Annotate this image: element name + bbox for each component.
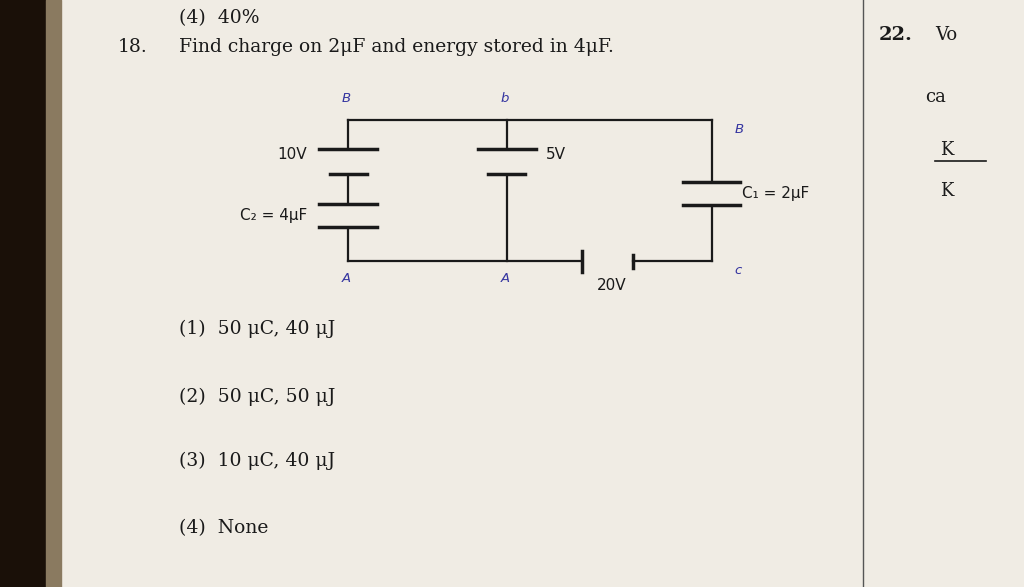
- Text: (3)  10 μC, 40 μJ: (3) 10 μC, 40 μJ: [179, 452, 335, 470]
- Text: 22.: 22.: [879, 26, 912, 45]
- Text: 10V: 10V: [278, 147, 307, 162]
- Text: K: K: [940, 141, 953, 159]
- Text: Vo: Vo: [935, 26, 957, 45]
- Text: 18.: 18.: [118, 38, 147, 56]
- Text: B: B: [734, 123, 743, 136]
- Text: B: B: [342, 92, 350, 105]
- Text: c: c: [734, 264, 741, 277]
- Text: A: A: [501, 272, 509, 285]
- Text: (4)  None: (4) None: [179, 519, 268, 538]
- Text: Find charge on 2μF and energy stored in 4μF.: Find charge on 2μF and energy stored in …: [179, 38, 614, 56]
- Text: C₂ = 4μF: C₂ = 4μF: [240, 208, 307, 223]
- Bar: [61, 0, 863, 587]
- Text: C₁ = 2μF: C₁ = 2μF: [742, 186, 810, 201]
- Text: (1)  50 μC, 40 μJ: (1) 50 μC, 40 μJ: [179, 320, 336, 338]
- Text: A: A: [342, 272, 350, 285]
- Text: (4)  40%: (4) 40%: [179, 9, 260, 27]
- Text: b: b: [501, 92, 509, 105]
- Bar: [863, 0, 1024, 587]
- Text: 5V: 5V: [546, 147, 566, 162]
- Text: (2)  50 μC, 50 μJ: (2) 50 μC, 50 μJ: [179, 387, 336, 406]
- Text: ca: ca: [925, 88, 945, 106]
- Text: 20V: 20V: [597, 278, 626, 293]
- Text: K: K: [940, 182, 953, 200]
